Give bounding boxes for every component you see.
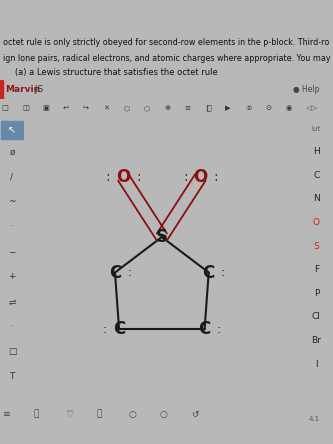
Text: ◫: ◫ [22, 105, 29, 111]
Text: ↖: ↖ [8, 125, 16, 135]
Text: :: : [136, 170, 141, 184]
Text: ◉: ◉ [286, 105, 292, 111]
Text: :: : [217, 323, 221, 336]
Text: ▶: ▶ [225, 105, 231, 111]
Text: ⬡: ⬡ [124, 105, 130, 111]
Text: JS: JS [32, 85, 43, 94]
Text: :: : [127, 266, 132, 279]
Text: ♡: ♡ [65, 409, 73, 419]
Text: ↩: ↩ [63, 105, 69, 111]
Text: :: : [103, 323, 107, 336]
Text: −: − [8, 247, 16, 256]
Text: ~: ~ [8, 197, 16, 206]
Text: ≡: ≡ [184, 105, 190, 111]
Text: octet rule is only strictly obeyed for second-row elements in the p-block. Third: octet rule is only strictly obeyed for s… [3, 38, 329, 47]
Text: C: C [313, 171, 319, 180]
Text: ↺: ↺ [191, 409, 199, 419]
Text: C: C [113, 321, 125, 338]
Text: ⬡: ⬡ [144, 105, 150, 111]
Text: ↪: ↪ [83, 105, 89, 111]
Text: Marvin: Marvin [5, 85, 40, 94]
Text: 4.1: 4.1 [309, 416, 320, 422]
Text: ✕: ✕ [103, 105, 109, 111]
Bar [1, 120, 23, 139]
Text: I: I [315, 360, 318, 369]
Text: S: S [313, 242, 319, 250]
Text: ②: ② [245, 105, 252, 111]
Text: N: N [313, 194, 320, 203]
Text: ○: ○ [160, 409, 168, 419]
Text: ø: ø [9, 147, 15, 156]
Text: Cl: Cl [312, 313, 321, 321]
Text: C: C [198, 321, 211, 338]
Text: ⊙: ⊙ [266, 105, 272, 111]
Text: :: : [183, 170, 187, 184]
Text: C: C [202, 264, 215, 281]
Text: T: T [9, 373, 15, 381]
Text: /: / [10, 172, 14, 181]
Text: :: : [106, 170, 110, 184]
Text: O: O [193, 168, 207, 186]
Text: :: : [221, 266, 225, 279]
Text: ◁▷: ◁▷ [306, 105, 318, 111]
Bar [0, 80, 3, 99]
Text: ⊕: ⊕ [164, 105, 170, 111]
Text: □: □ [8, 347, 16, 356]
Text: O: O [313, 218, 320, 227]
Text: H: H [313, 147, 320, 156]
Text: lut: lut [312, 126, 321, 132]
Text: ● Help: ● Help [293, 85, 320, 94]
Text: :: : [213, 170, 218, 184]
Text: □: □ [2, 105, 9, 111]
Text: ign lone pairs, radical electrons, and atomic charges where appropriate. You may: ign lone pairs, radical electrons, and a… [3, 55, 333, 63]
Text: ·: · [11, 222, 13, 231]
Text: Br: Br [311, 336, 321, 345]
Text: P: P [314, 289, 319, 298]
Text: ○: ○ [128, 409, 136, 419]
Text: C: C [109, 264, 121, 281]
Text: ⌒: ⌒ [97, 409, 102, 419]
Text: ⇌: ⇌ [8, 297, 16, 306]
Text: ▣: ▣ [42, 105, 49, 111]
Text: +: + [8, 272, 16, 281]
Text: F: F [314, 265, 319, 274]
Text: ≡: ≡ [2, 409, 9, 419]
Text: S: S [156, 228, 168, 246]
Text: ⌸: ⌸ [33, 409, 39, 419]
Text: O: O [116, 168, 130, 186]
Text: (a) a Lewis structure that satisfies the octet rule: (a) a Lewis structure that satisfies the… [7, 68, 217, 77]
Text: |⃞: |⃞ [205, 105, 211, 111]
Text: ·: · [11, 322, 13, 331]
